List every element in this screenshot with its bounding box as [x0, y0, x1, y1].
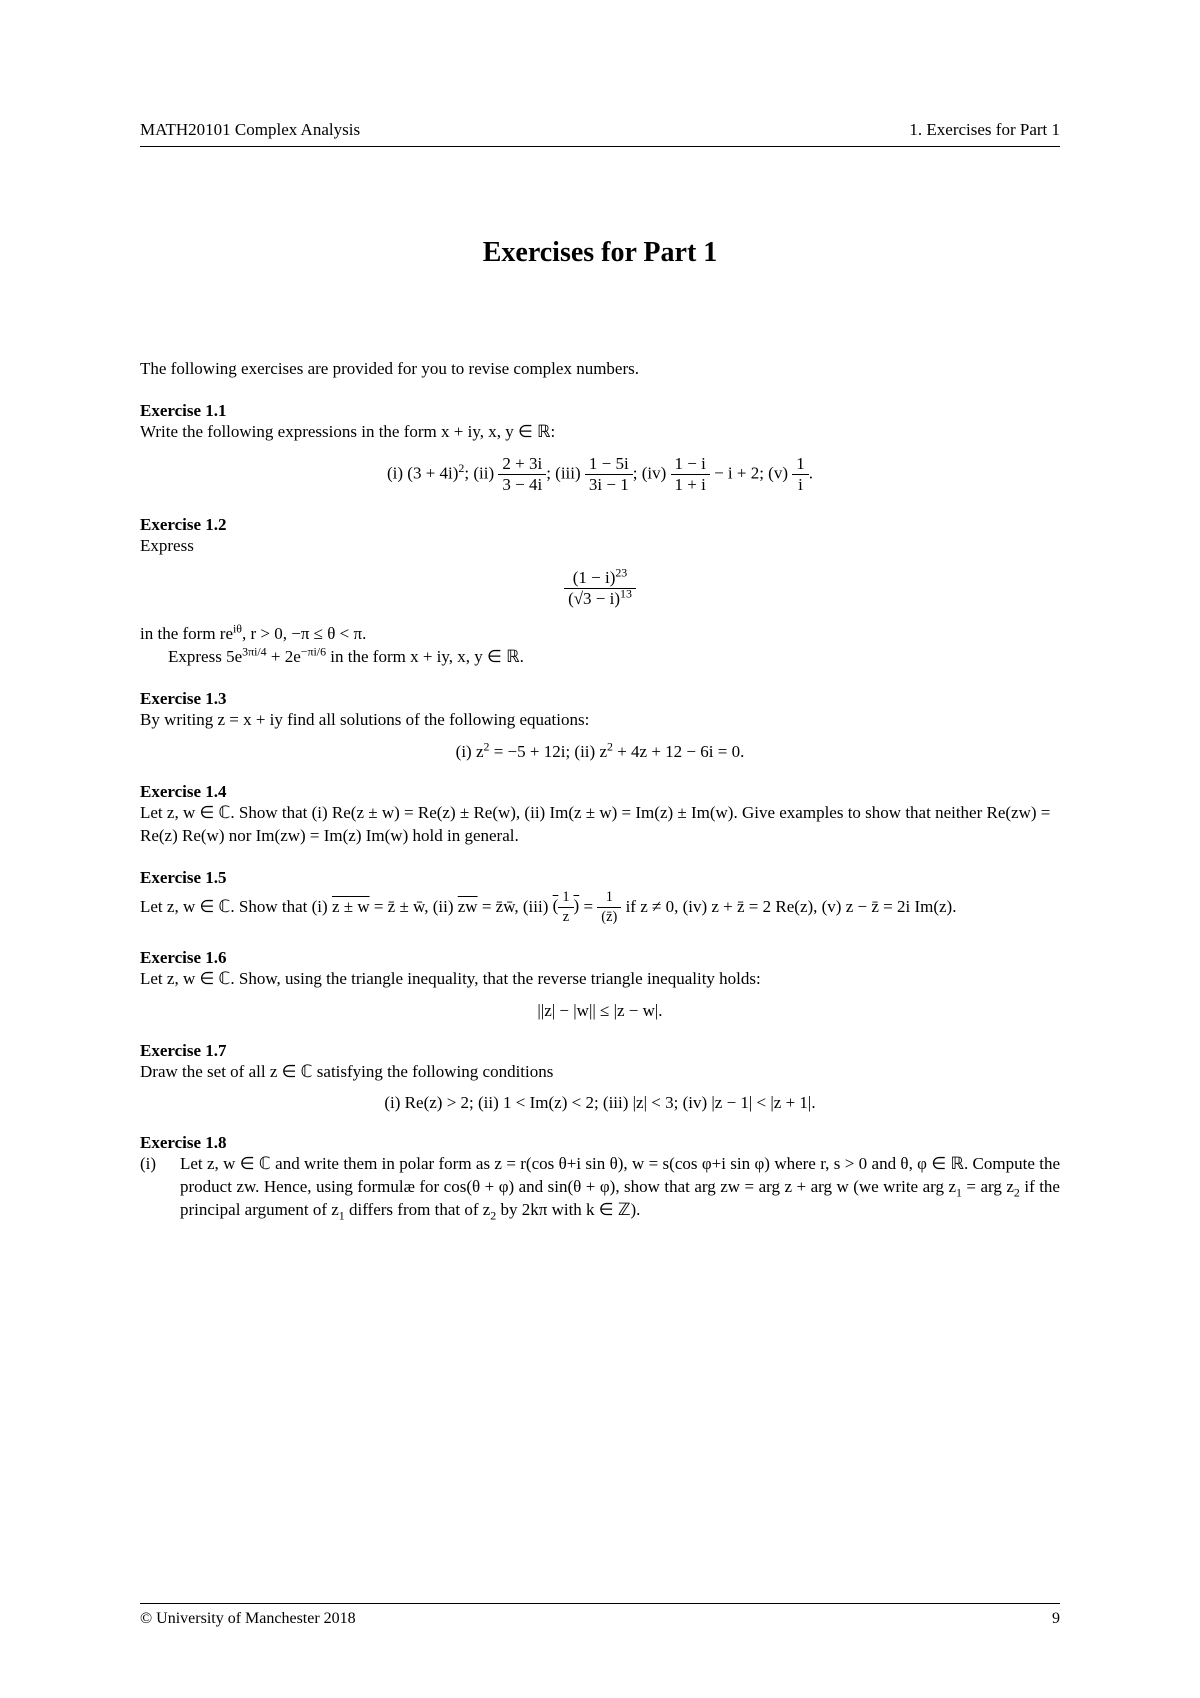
- ex1-frac2: 1 − 5i3i − 1: [585, 454, 633, 495]
- exercise-1-1-body: Write the following expressions in the f…: [140, 421, 1060, 444]
- ex1-frac4: 1i: [792, 454, 809, 495]
- ex1-m1: ; (ii): [464, 463, 498, 482]
- ex1-body: Write the following expressions in the f…: [140, 422, 555, 441]
- ex1-m3: ; (iv): [633, 463, 671, 482]
- exercise-1-3-heading: Exercise 1.3: [140, 689, 1060, 709]
- exercise-1-1-items: (i) (3 + 4i)2; (ii) 2 + 3i3 − 4i; (iii) …: [140, 454, 1060, 495]
- exercise-1-7-items: (i) Re(z) > 2; (ii) 1 < Im(z) < 2; (iii)…: [140, 1093, 1060, 1113]
- exercise-1-6-heading: Exercise 1.6: [140, 948, 1060, 968]
- footer-page-number: 9: [1052, 1610, 1060, 1628]
- exercise-1-2-display: (1 − i)23 (√3 − i)13: [140, 568, 1060, 609]
- ex1-end: .: [809, 463, 813, 482]
- exercise-1-8-body: (i) Let z, w ∈ ℂ and write them in polar…: [140, 1153, 1060, 1222]
- ex8-item-text: Let z, w ∈ ℂ and write them in polar for…: [180, 1153, 1060, 1222]
- header-left: MATH20101 Complex Analysis: [140, 120, 360, 140]
- exercise-1-2-heading: Exercise 1.2: [140, 515, 1060, 535]
- exercise-1-5-body: Let z, w ∈ ℂ. Show that (i) z ± w = z̄ ±…: [140, 888, 1060, 928]
- exercise-1-1-heading: Exercise 1.1: [140, 401, 1060, 421]
- exercise-1-3-body: By writing z = x + iy find all solutions…: [140, 709, 1060, 732]
- ex2-frac: (1 − i)23 (√3 − i)13: [564, 568, 636, 609]
- ex1-i: (i) (3 + 4i): [387, 463, 458, 482]
- exercise-1-4-body: Let z, w ∈ ℂ. Show that (i) Re(z ± w) = …: [140, 802, 1060, 848]
- exercise-1-5-heading: Exercise 1.5: [140, 868, 1060, 888]
- exercise-1-2-body2: in the form reiθ, r > 0, −π ≤ θ < π.: [140, 623, 1060, 646]
- page-header: MATH20101 Complex Analysis 1. Exercises …: [140, 120, 1060, 147]
- exercise-1-7-body: Draw the set of all z ∈ ℂ satisfying the…: [140, 1061, 1060, 1084]
- ex1-frac3: 1 − i1 + i: [671, 454, 710, 495]
- exercise-1-8-heading: Exercise 1.8: [140, 1133, 1060, 1153]
- header-right: 1. Exercises for Part 1: [909, 120, 1060, 140]
- ex1-frac1: 2 + 3i3 − 4i: [498, 454, 546, 495]
- ex1-m4: − i + 2; (v): [710, 463, 792, 482]
- page-footer: © University of Manchester 2018 9: [140, 1603, 1060, 1628]
- exercise-1-2-body1: Express: [140, 535, 1060, 558]
- footer-left: © University of Manchester 2018: [140, 1610, 356, 1628]
- ex1-m2: ; (iii): [546, 463, 585, 482]
- exercise-1-4-heading: Exercise 1.4: [140, 782, 1060, 802]
- page-title: Exercises for Part 1: [140, 237, 1060, 269]
- exercise-1-7-heading: Exercise 1.7: [140, 1041, 1060, 1061]
- intro-text: The following exercises are provided for…: [140, 359, 1060, 379]
- exercise-1-2-body3: Express 5e3πi/4 + 2e−πi/6 in the form x …: [140, 646, 1060, 669]
- exercise-1-6-display: ||z| − |w|| ≤ |z − w|.: [140, 1001, 1060, 1021]
- exercise-1-3-items: (i) z2 = −5 + 12i; (ii) z2 + 4z + 12 − 6…: [140, 742, 1060, 762]
- exercise-1-6-body: Let z, w ∈ ℂ. Show, using the triangle i…: [140, 968, 1060, 991]
- ex8-item-label: (i): [140, 1153, 180, 1222]
